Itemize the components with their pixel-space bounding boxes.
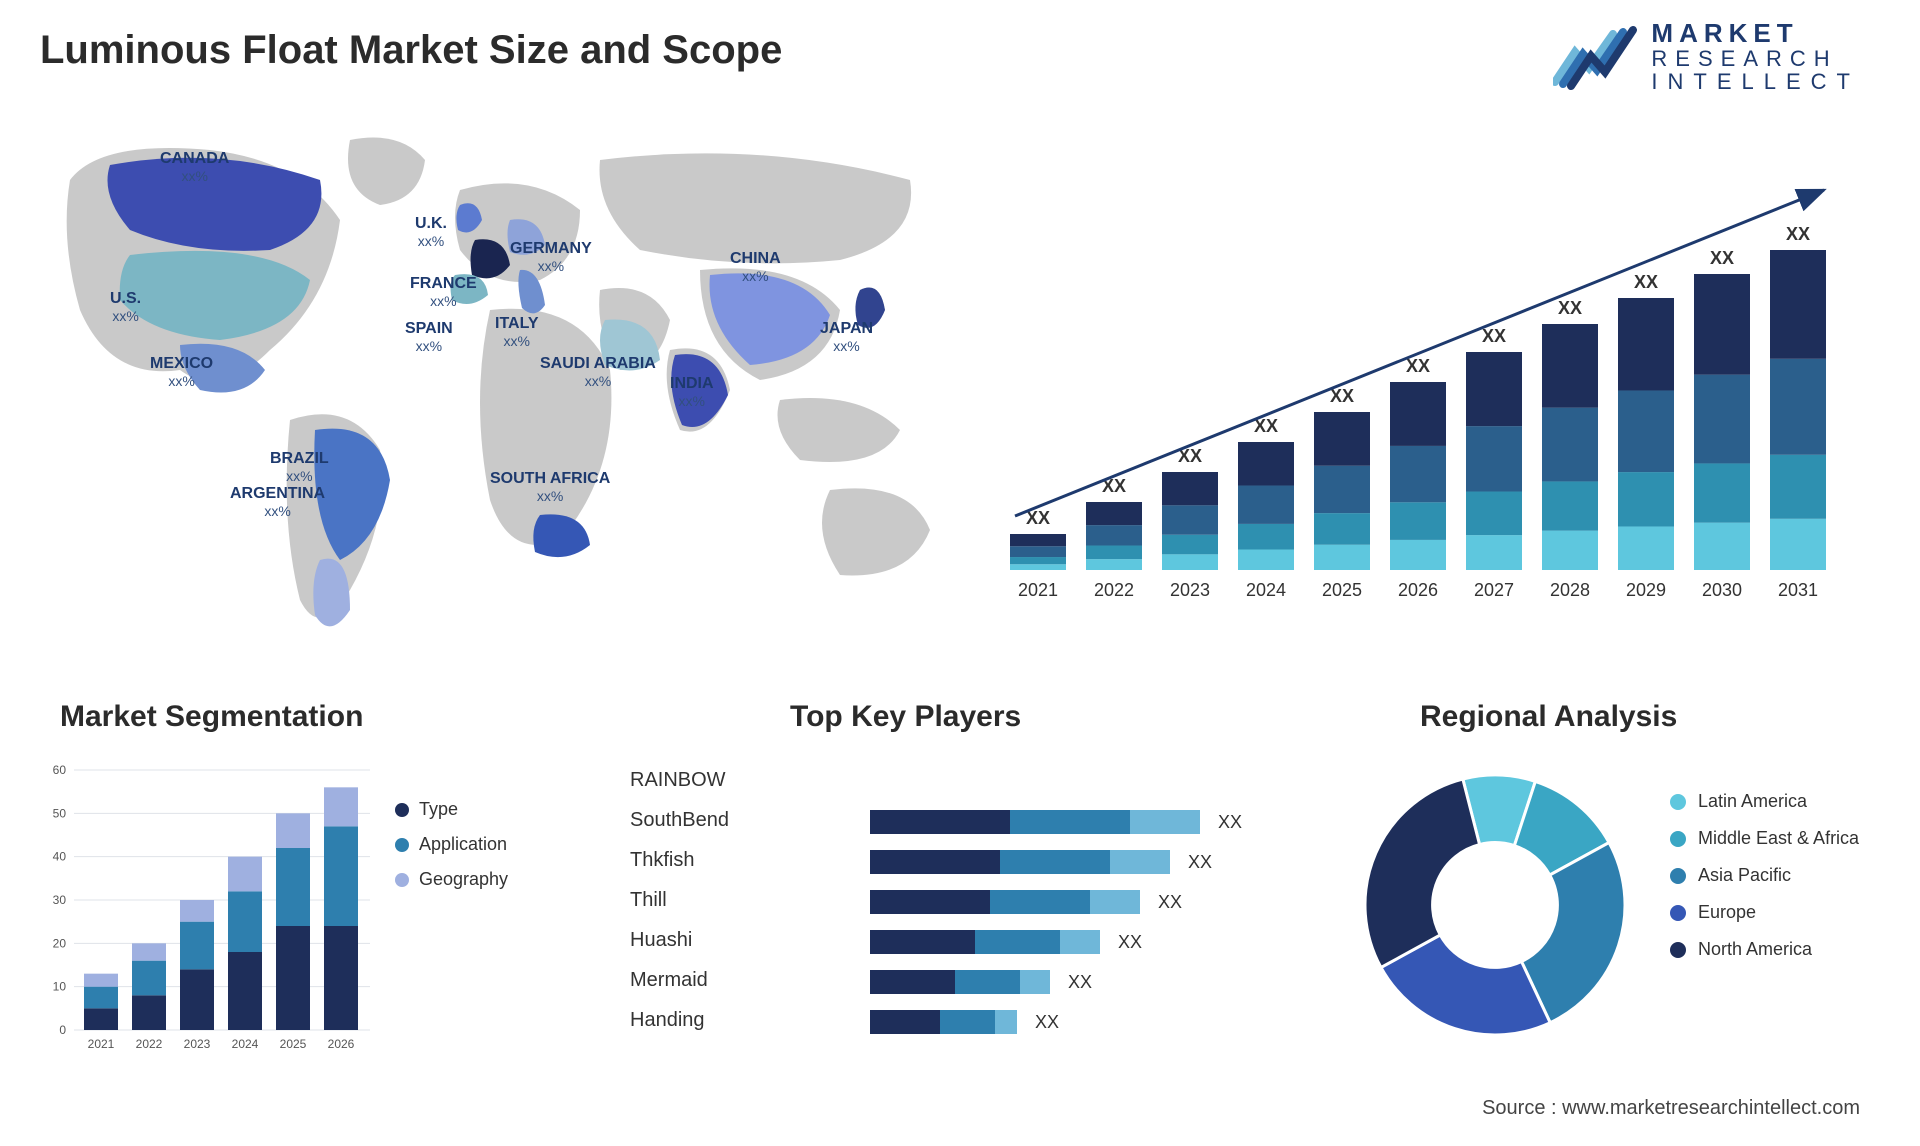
svg-text:2025: 2025 — [280, 1037, 307, 1051]
svg-text:50: 50 — [53, 806, 67, 820]
svg-text:0: 0 — [59, 1023, 66, 1037]
svg-text:XX: XX — [1035, 1012, 1059, 1032]
svg-text:2024: 2024 — [232, 1037, 259, 1051]
svg-text:2026: 2026 — [1398, 580, 1438, 600]
key-players-chart: XX XX XX XX XX XX — [870, 760, 1290, 1060]
svg-text:20: 20 — [53, 936, 67, 950]
map-label-mexico: MEXICOxx% — [150, 355, 213, 389]
svg-text:XX: XX — [1786, 224, 1810, 244]
page-title: Luminous Float Market Size and Scope — [40, 28, 782, 73]
svg-text:30: 30 — [53, 893, 67, 907]
svg-text:2025: 2025 — [1322, 580, 1362, 600]
map-label-spain: SPAINxx% — [405, 320, 453, 354]
brand-logo: MARKET RESEARCH INTELLECT — [1553, 20, 1860, 93]
map-label-u-k-: U.K.xx% — [415, 215, 447, 249]
map-label-germany: GERMANYxx% — [510, 240, 592, 274]
svg-text:40: 40 — [53, 850, 67, 864]
logo-mark-icon — [1553, 24, 1639, 90]
source-label: Source : www.marketresearchintellect.com — [1482, 1097, 1860, 1120]
key-player-name: Mermaid — [630, 960, 729, 1000]
svg-text:2031: 2031 — [1778, 580, 1818, 600]
svg-text:2029: 2029 — [1626, 580, 1666, 600]
svg-text:2028: 2028 — [1550, 580, 1590, 600]
world-map — [40, 120, 960, 660]
map-label-japan: JAPANxx% — [820, 320, 873, 354]
svg-text:2023: 2023 — [1170, 580, 1210, 600]
regional-legend-item: North America — [1670, 939, 1859, 960]
map-label-canada: CANADAxx% — [160, 150, 229, 184]
regional-legend-item: Asia Pacific — [1670, 865, 1859, 886]
regional-heading: Regional Analysis — [1420, 700, 1677, 734]
svg-text:60: 60 — [53, 763, 67, 777]
key-player-name: Handing — [630, 1000, 729, 1040]
svg-text:XX: XX — [1158, 892, 1182, 912]
regional-legend: Latin America Middle East & Africa Asia Pa… — [1670, 775, 1859, 976]
svg-text:XX: XX — [1558, 298, 1582, 318]
map-label-south-africa: SOUTH AFRICAxx% — [490, 470, 610, 504]
map-label-saudi-arabia: SAUDI ARABIAxx% — [540, 355, 656, 389]
map-label-brazil: BRAZILxx% — [270, 450, 329, 484]
svg-text:XX: XX — [1634, 272, 1658, 292]
svg-text:2021: 2021 — [88, 1037, 115, 1051]
logo-text-1: MARKET — [1651, 20, 1860, 47]
svg-text:2023: 2023 — [184, 1037, 211, 1051]
svg-text:XX: XX — [1188, 852, 1212, 872]
svg-text:XX: XX — [1482, 326, 1506, 346]
forecast-bar-chart: XX2021XX2022XX2023XX2024XX2025XX2026XX20… — [1000, 140, 1860, 620]
seg-legend-item: Application — [395, 834, 508, 855]
key-player-name: Thkfish — [630, 840, 729, 880]
svg-text:XX: XX — [1118, 932, 1142, 952]
key-player-name: SouthBend — [630, 800, 729, 840]
regional-legend-item: Europe — [1670, 902, 1859, 923]
map-label-italy: ITALYxx% — [495, 315, 539, 349]
world-map-panel: CANADAxx% U.S.xx% MEXICOxx% BRAZILxx%ARGENT… — [40, 120, 960, 660]
seg-legend-item: Geography — [395, 869, 508, 890]
logo-text-2: RESEARCH — [1651, 47, 1860, 70]
svg-text:2024: 2024 — [1246, 580, 1286, 600]
svg-text:XX: XX — [1710, 248, 1734, 268]
key-player-name: Thill — [630, 880, 729, 920]
map-label-france: FRANCExx% — [410, 275, 477, 309]
svg-text:XX: XX — [1068, 972, 1092, 992]
svg-text:2021: 2021 — [1018, 580, 1058, 600]
segmentation-legend: Type Application Geography — [395, 785, 508, 904]
svg-text:2027: 2027 — [1474, 580, 1514, 600]
segmentation-heading: Market Segmentation — [60, 700, 363, 734]
svg-text:XX: XX — [1218, 812, 1242, 832]
key-player-name: Huashi — [630, 920, 729, 960]
map-label-china: CHINAxx% — [730, 250, 781, 284]
regional-legend-item: Middle East & Africa — [1670, 828, 1859, 849]
svg-text:XX: XX — [1406, 356, 1430, 376]
key-player-name: RAINBOW — [630, 760, 729, 800]
map-label-india: INDIAxx% — [670, 375, 714, 409]
segmentation-chart: 0 10 20 30 40 50 60 2021 2022 2023 2024 2025 2026 — [40, 760, 380, 1060]
svg-text:10: 10 — [53, 980, 67, 994]
svg-text:2022: 2022 — [1094, 580, 1134, 600]
svg-text:2022: 2022 — [136, 1037, 163, 1051]
regional-donut-chart — [1350, 760, 1640, 1050]
svg-text:2026: 2026 — [328, 1037, 355, 1051]
seg-legend-item: Type — [395, 799, 508, 820]
map-label-u-s-: U.S.xx% — [110, 290, 141, 324]
key-players-list: RAINBOWSouthBendThkfishThillHuashiMermai… — [630, 760, 729, 1040]
svg-text:2030: 2030 — [1702, 580, 1742, 600]
map-label-argentina: ARGENTINAxx% — [230, 485, 325, 519]
logo-text-3: INTELLECT — [1651, 70, 1860, 93]
key-players-heading: Top Key Players — [790, 700, 1021, 734]
regional-legend-item: Latin America — [1670, 791, 1859, 812]
